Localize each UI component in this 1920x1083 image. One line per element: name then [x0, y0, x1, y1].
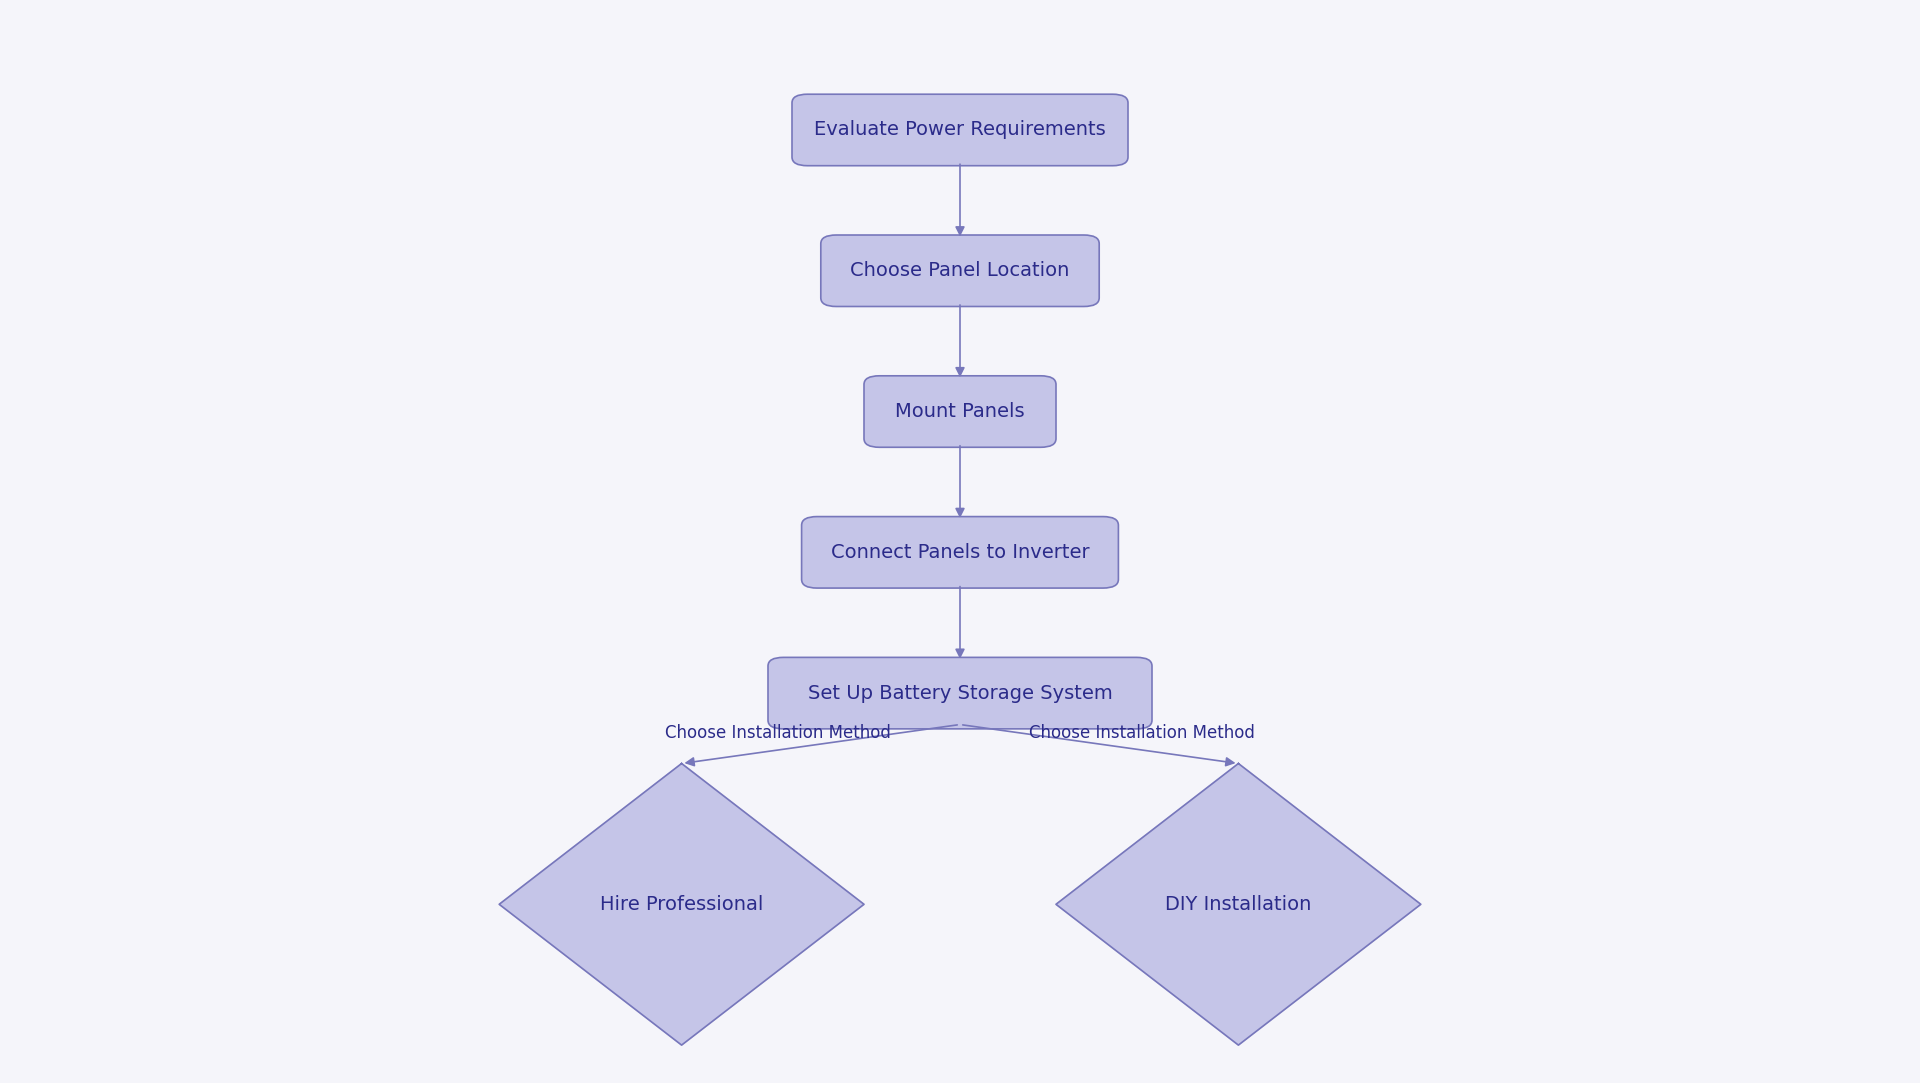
Text: Choose Installation Method: Choose Installation Method	[1029, 723, 1256, 742]
Polygon shape	[499, 764, 864, 1045]
Polygon shape	[1056, 764, 1421, 1045]
Text: Set Up Battery Storage System: Set Up Battery Storage System	[808, 683, 1112, 703]
FancyBboxPatch shape	[768, 657, 1152, 729]
Text: Hire Professional: Hire Professional	[599, 895, 764, 914]
Text: Choose Panel Location: Choose Panel Location	[851, 261, 1069, 280]
FancyBboxPatch shape	[864, 376, 1056, 447]
FancyBboxPatch shape	[822, 235, 1098, 306]
Text: DIY Installation: DIY Installation	[1165, 895, 1311, 914]
Text: Choose Installation Method: Choose Installation Method	[664, 723, 891, 742]
Text: Evaluate Power Requirements: Evaluate Power Requirements	[814, 120, 1106, 140]
Text: Mount Panels: Mount Panels	[895, 402, 1025, 421]
FancyBboxPatch shape	[801, 517, 1117, 588]
Text: Connect Panels to Inverter: Connect Panels to Inverter	[831, 543, 1089, 562]
FancyBboxPatch shape	[791, 94, 1127, 166]
